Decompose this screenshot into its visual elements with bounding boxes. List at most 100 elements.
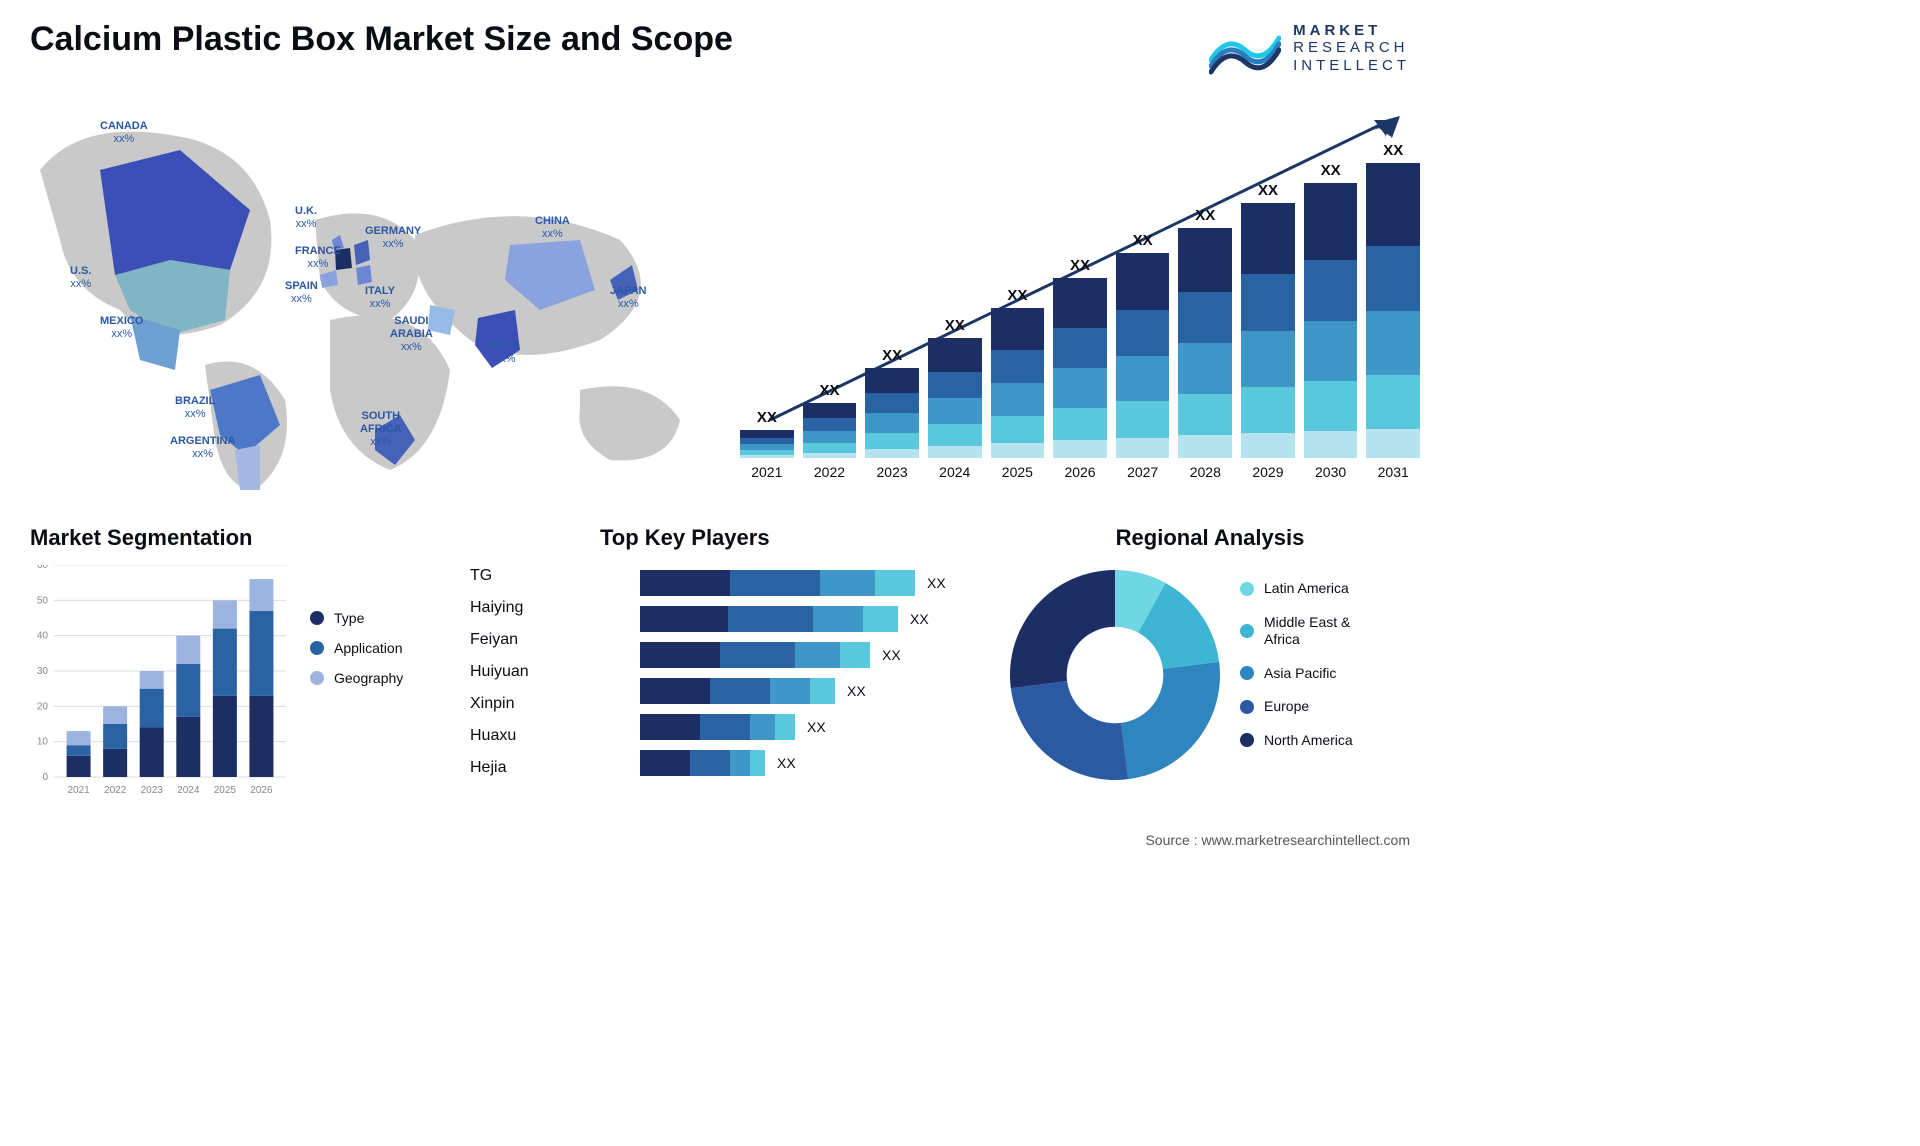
page-title: Calcium Plastic Box Market Size and Scop… xyxy=(30,20,733,59)
legend-swatch-icon xyxy=(1240,666,1254,680)
forecast-column: XX xyxy=(803,382,857,458)
forecast-segment xyxy=(1116,401,1170,438)
segmentation-legend-item: Geography xyxy=(310,670,403,686)
forecast-segment xyxy=(991,416,1045,443)
company-name: Huaxu xyxy=(470,720,529,752)
forecast-segment xyxy=(740,455,794,458)
forecast-segment xyxy=(1366,375,1420,428)
map-label: INDIAxx% xyxy=(490,340,520,366)
legend-label: Latin America xyxy=(1264,580,1349,598)
player-value-label: XX xyxy=(882,647,901,663)
forecast-column: XX xyxy=(1053,257,1107,458)
world-map: CANADAxx%U.S.xx%MEXICOxx%BRAZILxx%ARGENT… xyxy=(20,90,720,490)
forecast-column: XX xyxy=(1241,182,1295,458)
forecast-segment xyxy=(865,433,919,449)
legend-swatch-icon xyxy=(1240,700,1254,714)
forecast-column: XX xyxy=(1366,142,1420,458)
svg-text:0: 0 xyxy=(42,772,48,783)
regional-legend-item: Asia Pacific xyxy=(1240,665,1353,683)
forecast-segment xyxy=(1241,203,1295,274)
company-name: TG xyxy=(470,560,529,592)
forecast-year-label: 2024 xyxy=(928,464,982,480)
forecast-value-label: XX xyxy=(1070,257,1090,274)
forecast-segment xyxy=(1053,408,1107,440)
forecast-stack xyxy=(1241,203,1295,458)
player-row: XX xyxy=(640,606,970,632)
player-value-label: XX xyxy=(927,575,946,591)
svg-text:30: 30 xyxy=(37,666,49,677)
players-title: Top Key Players xyxy=(600,525,970,551)
forecast-segment xyxy=(991,308,1045,350)
player-segment xyxy=(720,642,795,668)
forecast-chart: XXXXXXXXXXXXXXXXXXXXXX 20212022202320242… xyxy=(740,110,1420,480)
forecast-segment xyxy=(1178,394,1232,435)
donut-svg xyxy=(1010,570,1220,780)
legend-label: Europe xyxy=(1264,698,1309,716)
player-segment xyxy=(728,606,813,632)
forecast-value-label: XX xyxy=(819,382,839,399)
forecast-value-label: XX xyxy=(1133,232,1153,249)
forecast-bars: XXXXXXXXXXXXXXXXXXXXXX xyxy=(740,138,1420,458)
map-label: SOUTHAFRICAxx% xyxy=(360,410,402,450)
forecast-segment xyxy=(1116,438,1170,459)
player-segment xyxy=(640,678,710,704)
forecast-segment xyxy=(803,418,857,430)
forecast-value-label: XX xyxy=(1383,142,1403,159)
forecast-stack xyxy=(1304,183,1358,458)
map-label: GERMANYxx% xyxy=(365,225,421,251)
segmentation-title: Market Segmentation xyxy=(30,525,460,551)
map-label: FRANCExx% xyxy=(295,245,341,271)
forecast-segment xyxy=(1304,431,1358,459)
svg-text:60: 60 xyxy=(37,565,49,571)
forecast-year-label: 2021 xyxy=(740,464,794,480)
forecast-stack xyxy=(1116,253,1170,458)
logo-text: MARKET RESEARCH INTELLECT xyxy=(1293,22,1410,74)
forecast-segment xyxy=(1366,246,1420,311)
forecast-column: XX xyxy=(1304,162,1358,458)
company-name: Xinpin xyxy=(470,688,529,720)
forecast-segment xyxy=(991,383,1045,416)
forecast-column: XX xyxy=(1116,232,1170,458)
map-label: SPAINxx% xyxy=(285,280,318,306)
forecast-stack xyxy=(865,368,919,458)
map-label: JAPANxx% xyxy=(610,285,646,311)
legend-swatch-icon xyxy=(310,641,324,655)
forecast-value-label: XX xyxy=(1007,287,1027,304)
svg-text:40: 40 xyxy=(37,631,49,642)
player-segment xyxy=(730,750,750,776)
player-value-label: XX xyxy=(910,611,929,627)
forecast-segment xyxy=(1304,381,1358,431)
regional-legend-item: North America xyxy=(1240,732,1353,750)
forecast-column: XX xyxy=(1178,207,1232,458)
regional-legend-item: Latin America xyxy=(1240,580,1353,598)
player-segment xyxy=(710,678,770,704)
forecast-year-label: 2027 xyxy=(1116,464,1170,480)
map-label: BRAZILxx% xyxy=(175,395,215,421)
segmentation-chart: 0102030405060202120222023202420252026 xyxy=(30,565,290,805)
forecast-stack xyxy=(991,308,1045,458)
player-segment xyxy=(875,570,915,596)
forecast-column: XX xyxy=(991,287,1045,458)
legend-swatch-icon xyxy=(310,671,324,685)
player-row: XX xyxy=(640,750,970,776)
forecast-year-label: 2026 xyxy=(1053,464,1107,480)
player-row: XX xyxy=(640,678,970,704)
forecast-segment xyxy=(803,431,857,443)
forecast-segment xyxy=(1178,435,1232,458)
forecast-segment xyxy=(1116,310,1170,355)
company-name: Huiyuan xyxy=(470,656,529,688)
forecast-value-label: XX xyxy=(1195,207,1215,224)
forecast-segment xyxy=(1366,429,1420,459)
forecast-segment xyxy=(1304,260,1358,321)
players-bars: XXXXXXXXXXXX xyxy=(640,570,970,786)
player-segment xyxy=(640,570,730,596)
player-row: XX xyxy=(640,570,970,596)
logo-line1: MARKET xyxy=(1293,22,1410,39)
forecast-segment xyxy=(1053,278,1107,328)
forecast-year-label: 2029 xyxy=(1241,464,1295,480)
svg-text:2023: 2023 xyxy=(141,785,164,796)
forecast-value-label: XX xyxy=(945,317,965,334)
company-list: TGHaiyingFeiyanHuiyuanXinpinHuaxuHejia xyxy=(470,560,529,784)
player-bar xyxy=(640,750,765,776)
player-segment xyxy=(750,714,775,740)
